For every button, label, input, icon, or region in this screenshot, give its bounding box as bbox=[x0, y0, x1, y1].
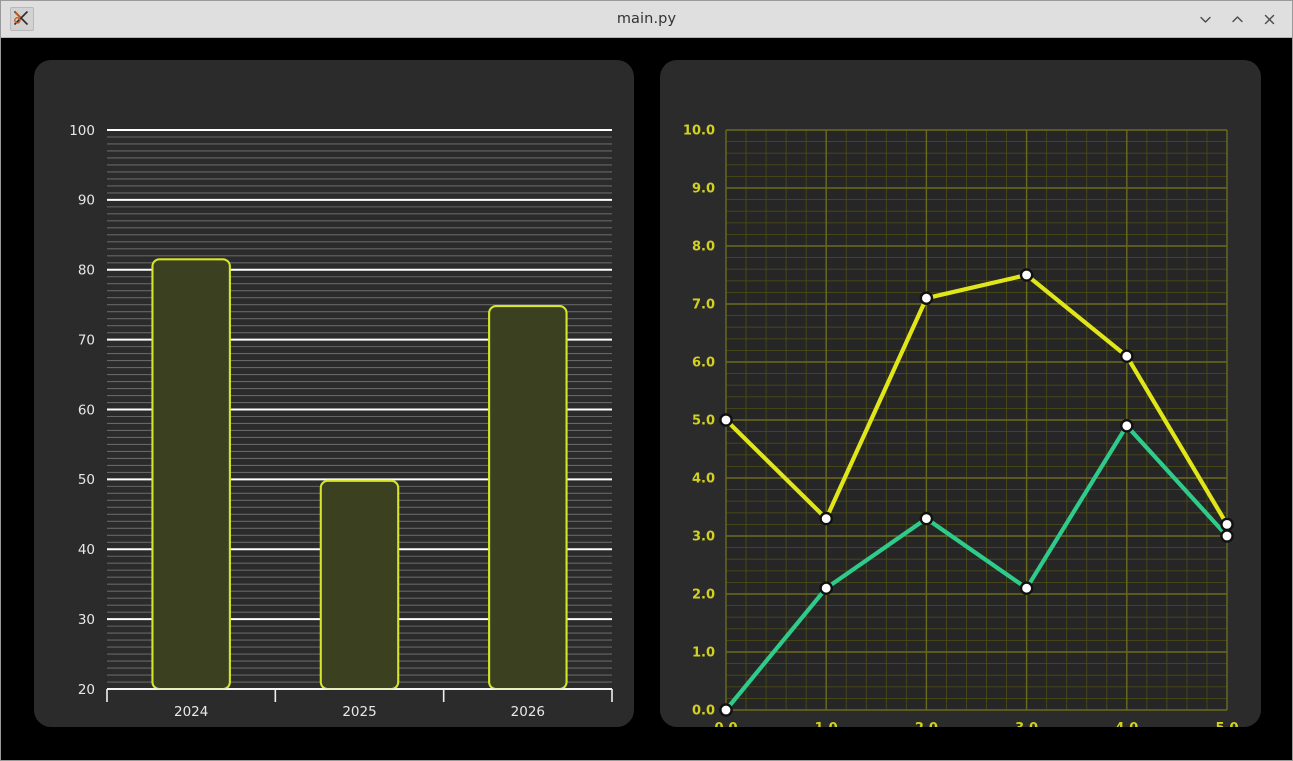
x-tick-label: 2024 bbox=[174, 704, 208, 720]
x-tick-label: 3.0 bbox=[1015, 721, 1038, 727]
y-tick-label: 8.0 bbox=[692, 240, 715, 255]
x-axis bbox=[106, 688, 613, 702]
grid-major bbox=[725, 129, 1228, 711]
close-button[interactable] bbox=[1256, 7, 1282, 31]
y-tick-label: 40 bbox=[78, 542, 95, 558]
series-line bbox=[723, 423, 1230, 713]
bar-rect bbox=[319, 479, 400, 691]
x-tick-label: 2026 bbox=[511, 704, 545, 720]
data-point-marker bbox=[719, 413, 733, 427]
y-tick-label: 2.0 bbox=[692, 588, 715, 603]
y-tick-label: 50 bbox=[78, 472, 95, 488]
x-tick-label: 2025 bbox=[342, 704, 376, 720]
y-axis-tick-labels: 0.0 1.0 2.0 3.0 4.0 5.0 6.0 7.0 8.0 9.0 10.0 bbox=[683, 124, 715, 719]
x-logo-icon bbox=[10, 7, 34, 31]
y-tick-label: 5.0 bbox=[692, 414, 715, 429]
line-chart: 0.0 1.0 2.0 3.0 4.0 5.0 6.0 7.0 8.0 9.0 10.0 0.0 1.0… bbox=[660, 60, 1261, 728]
x-axis-tick-labels: 0.0 1.0 2.0 3.0 4.0 5.0 bbox=[714, 721, 1238, 727]
maximize-button[interactable] bbox=[1224, 7, 1250, 31]
bar bbox=[319, 479, 400, 691]
y-tick-label: 3.0 bbox=[692, 530, 715, 545]
x-tick-label: 2.0 bbox=[915, 721, 938, 727]
data-point-marker bbox=[919, 291, 934, 305]
y-tick-label: 4.0 bbox=[692, 472, 715, 487]
y-tick-label: 30 bbox=[78, 612, 95, 628]
y-tick-label: 0.0 bbox=[692, 704, 715, 719]
y-tick-label: 10.0 bbox=[683, 124, 715, 139]
y-tick-label: 7.0 bbox=[692, 298, 715, 313]
bar-chart: 20 30 40 50 60 70 80 90 100 2024 2025 2026 bbox=[34, 60, 634, 727]
series-markers bbox=[719, 268, 1234, 717]
bar-rect bbox=[151, 258, 231, 691]
y-tick-label: 20 bbox=[78, 682, 95, 698]
x-axis-tick-labels: 2024 2025 2026 bbox=[174, 704, 545, 720]
data-point-marker bbox=[1119, 418, 1134, 433]
y-tick-label: 60 bbox=[78, 402, 95, 418]
data-point-marker bbox=[1019, 581, 1034, 596]
x-tick-label: 0.0 bbox=[714, 721, 737, 727]
bar-chart-panel: 20 30 40 50 60 70 80 90 100 2024 2025 2026 bbox=[34, 60, 634, 727]
data-point-marker bbox=[819, 581, 833, 596]
data-point-marker bbox=[1220, 517, 1234, 532]
window-title: main.py bbox=[616, 11, 677, 27]
bars bbox=[151, 258, 568, 691]
y-tick-label: 100 bbox=[69, 123, 95, 139]
line-chart-panel: 0.0 1.0 2.0 3.0 4.0 5.0 6.0 7.0 8.0 9.0 10.0 0.0 1.0… bbox=[660, 60, 1261, 727]
data-point-marker bbox=[1220, 529, 1234, 543]
y-tick-label: 9.0 bbox=[692, 182, 715, 197]
data-point-marker bbox=[919, 511, 934, 526]
y-tick-label: 1.0 bbox=[692, 646, 715, 661]
series-lines bbox=[723, 272, 1230, 713]
y-tick-label: 6.0 bbox=[692, 356, 715, 371]
x-tick-label: 1.0 bbox=[815, 721, 838, 727]
window-content: 20 30 40 50 60 70 80 90 100 2024 2025 2026 0.0 1.0 2.… bbox=[1, 38, 1292, 760]
x-tick-label: 4.0 bbox=[1115, 721, 1138, 727]
x-tick-label: 5.0 bbox=[1215, 721, 1238, 727]
data-point-marker bbox=[819, 511, 833, 526]
data-point-marker bbox=[719, 703, 733, 717]
data-point-marker bbox=[1019, 268, 1034, 282]
y-tick-label: 90 bbox=[78, 193, 95, 209]
bar-rect bbox=[488, 305, 568, 691]
title-bar: main.py bbox=[1, 1, 1292, 38]
bar bbox=[151, 258, 231, 691]
minimize-button[interactable] bbox=[1192, 7, 1218, 31]
y-tick-label: 70 bbox=[78, 332, 95, 348]
window-controls bbox=[1192, 7, 1292, 31]
y-tick-label: 80 bbox=[78, 263, 95, 279]
bar bbox=[488, 305, 568, 691]
y-axis-tick-labels: 20 30 40 50 60 70 80 90 100 bbox=[69, 123, 95, 698]
series-line bbox=[723, 272, 1230, 527]
data-point-marker bbox=[1119, 349, 1134, 364]
grid-minor bbox=[726, 130, 1227, 710]
